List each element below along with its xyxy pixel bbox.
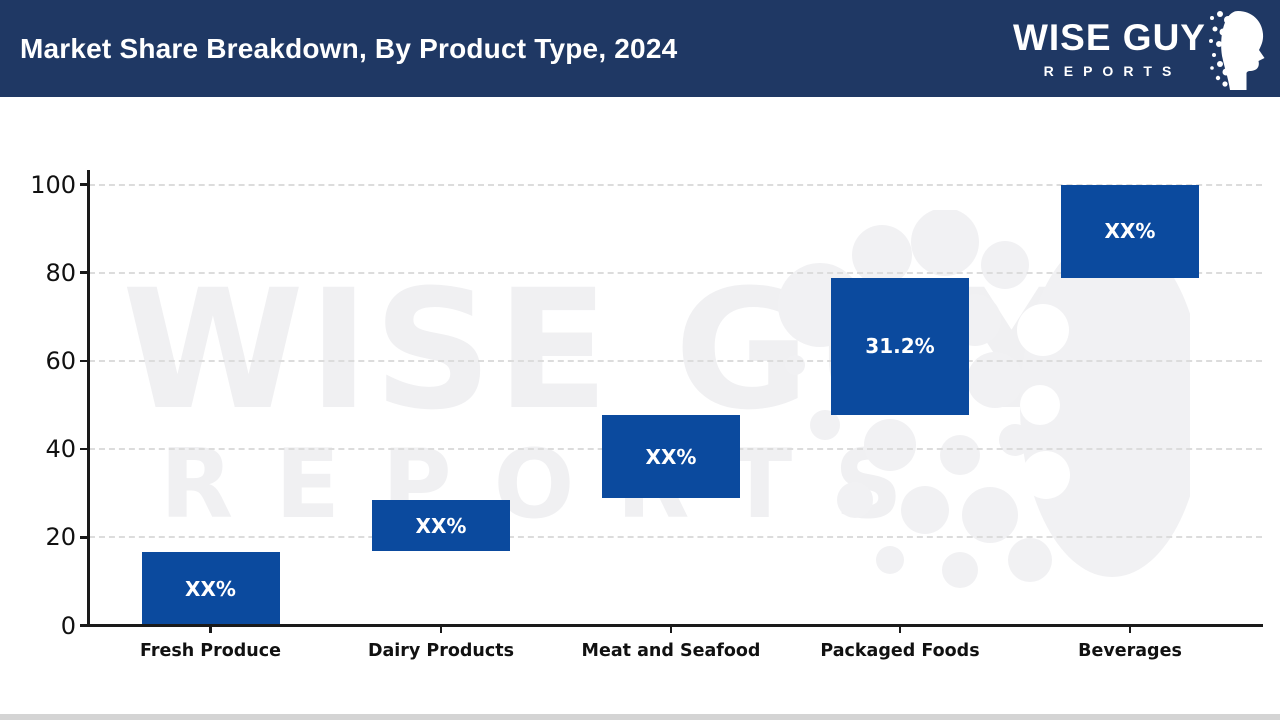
y-tick-mark: [80, 536, 88, 539]
x-tick-mark: [1128, 627, 1132, 633]
bar-value-label: XX%: [415, 513, 467, 538]
bar-segment: 31.2%: [831, 277, 969, 416]
y-tick-label: 100: [30, 170, 76, 199]
header: Market Share Breakdown, By Product Type,…: [0, 0, 1280, 97]
bar-segment: XX%: [602, 415, 740, 499]
bar-value-label: XX%: [645, 444, 697, 469]
x-tick-mark: [439, 627, 443, 633]
y-tick-label: 80: [45, 258, 76, 287]
y-tick-label: 0: [60, 611, 76, 640]
x-category-label: Fresh Produce: [139, 641, 281, 661]
gridline: [89, 536, 1262, 539]
bar-value-label: XX%: [185, 576, 236, 601]
brand-subname: REPORTS: [1043, 63, 1182, 79]
y-tick-mark: [80, 447, 88, 451]
y-tick-label: 40: [45, 435, 76, 464]
dotted-face-icon: [1209, 11, 1265, 90]
page-title: Market Share Breakdown, By Product Type,…: [20, 32, 678, 64]
bar-value-label: XX%: [1104, 219, 1156, 244]
bar-segment: XX%: [372, 499, 510, 552]
brand-logo: WISE GUY REPORTS: [1013, 6, 1268, 92]
y-tick-label: 60: [45, 346, 76, 375]
gridline: [89, 183, 1262, 186]
x-category-label: Packaged Foods: [820, 641, 980, 661]
bar-segment: XX%: [141, 551, 280, 626]
brand-logo-text: WISE GUY REPORTS: [1013, 16, 1206, 80]
watermark-text-line2: REPORTS: [160, 430, 945, 540]
x-axis: [87, 624, 1263, 627]
gridline: [89, 359, 1262, 362]
y-tick-mark: [80, 359, 88, 363]
bar-value-label: 31.2%: [865, 334, 935, 359]
x-category-label: Meat and Seafood: [581, 641, 761, 661]
y-tick-mark: [80, 271, 88, 274]
x-tick-mark: [898, 627, 902, 633]
x-category-label: Beverages: [1078, 641, 1182, 661]
bar-segment: XX%: [1061, 184, 1199, 278]
x-tick-mark: [669, 627, 673, 633]
x-tick-mark: [209, 627, 212, 633]
y-tick-label: 20: [45, 523, 76, 552]
x-category-label: Dairy Products: [367, 641, 515, 661]
brand-name: WISE GUY: [1012, 17, 1206, 58]
y-tick-mark: [80, 624, 88, 627]
y-tick-mark: [80, 183, 88, 186]
footer-strip: [0, 714, 1280, 720]
gridline: [89, 271, 1262, 274]
watermark-dotted-head: [778, 210, 1190, 588]
y-axis: [87, 170, 90, 626]
